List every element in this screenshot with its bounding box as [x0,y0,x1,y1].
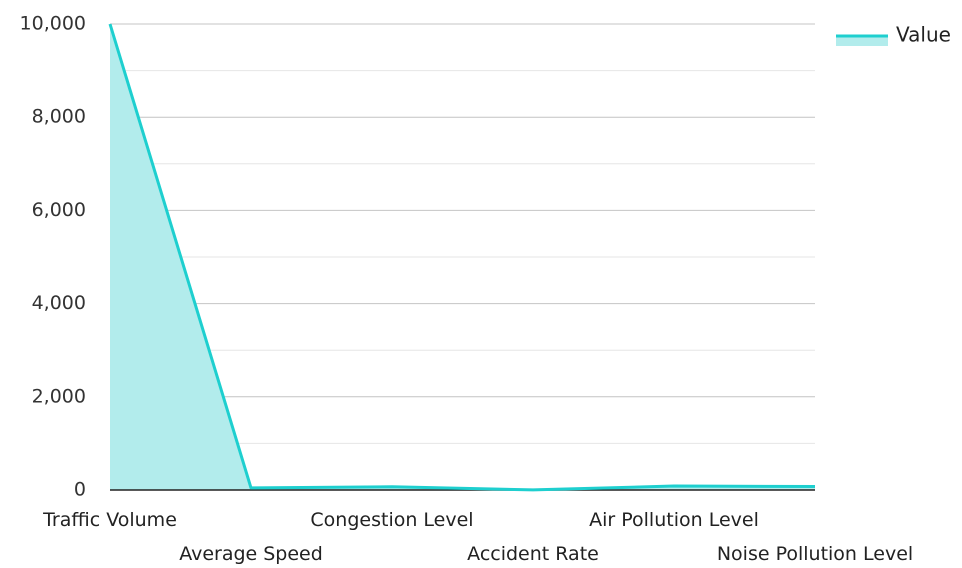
x-tick-label: Traffic Volume [42,509,177,531]
x-tick-label: Congestion Level [310,509,473,531]
series-line-layer [108,23,816,492]
legend-label: Value [896,23,951,47]
y-tick-label: 10,000 [20,13,86,35]
series-area [110,24,815,490]
x-tick-label: Accident Rate [467,543,599,564]
legend-swatch-fill [836,36,888,46]
series-line [108,23,816,492]
y-tick-label: 6,000 [32,199,86,221]
series-area-layer [110,24,815,490]
y-tick-label: 8,000 [32,106,86,128]
y-tick-label: 2,000 [32,385,86,407]
x-tick-label: Average Speed [179,543,323,564]
grid-lines [110,23,815,444]
legend: Value [836,23,951,47]
y-tick-label: 0 [74,479,86,501]
x-tick-label: Air Pollution Level [589,509,759,531]
x-tick-label: Noise Pollution Level [717,543,913,564]
y-tick-label: 4,000 [32,292,86,314]
y-tick-labels: 0 2,000 4,000 6,000 8,000 10,000 [20,13,86,501]
